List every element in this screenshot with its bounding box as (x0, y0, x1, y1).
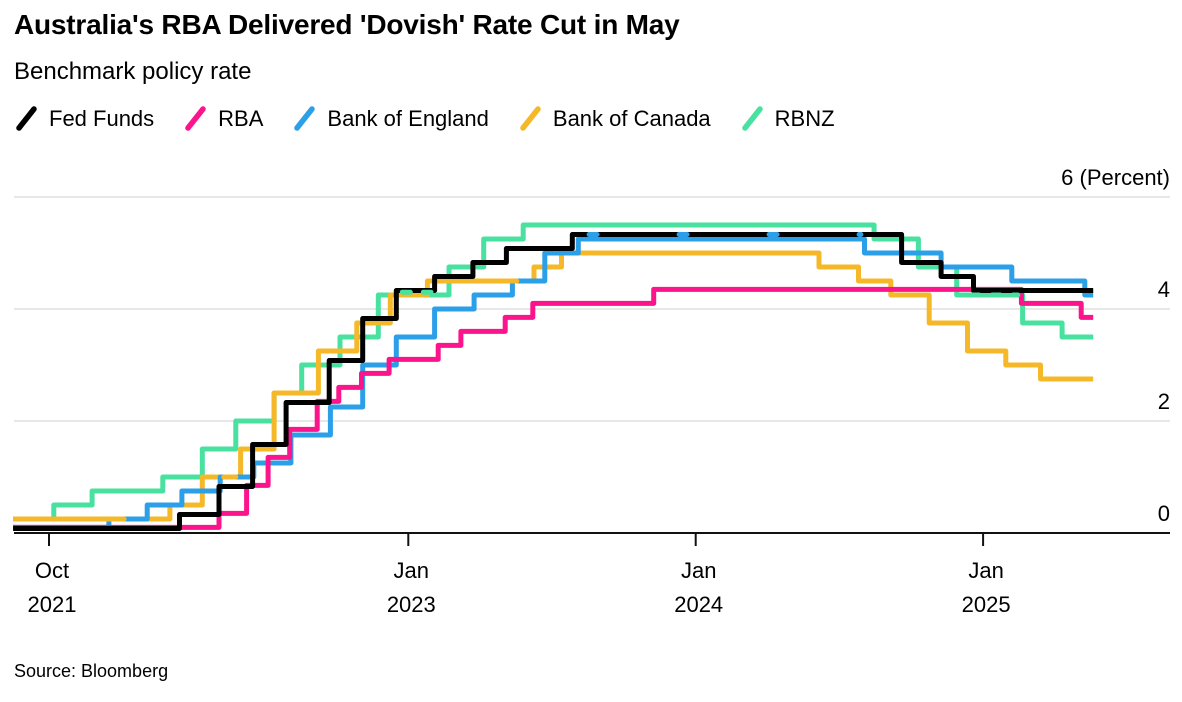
y-axis-label-4: 4 (1158, 277, 1170, 302)
x-axis-label-year: 2023 (387, 592, 436, 617)
x-axis-label-month: Jan (394, 558, 429, 583)
legend-item-bank-of-england: Bank of England (292, 105, 489, 132)
legend-swatch-icon-rbnz (741, 106, 763, 131)
chart-subtitle: Benchmark policy rate (14, 58, 252, 85)
legend-item-rba: RBA (183, 105, 263, 132)
legend: Fed Funds RBA Bank of England Bank of Canad… (14, 105, 835, 132)
series-line-bank-of-england (13, 236, 1094, 530)
legend-swatch-icon-bank-of-canada (520, 106, 541, 131)
x-axis-label-year: 2025 (962, 592, 1011, 617)
y-axis-label-2: 2 (1158, 389, 1170, 414)
y-axis-label-6: 6 (Percent) (1061, 165, 1170, 190)
series-line-rba (13, 286, 1094, 530)
source-note: Source: Bloomberg (14, 661, 169, 681)
x-axis-label-year: 2021 (28, 592, 77, 617)
legend-label: RBA (218, 105, 264, 131)
legend-swatch-icon-fed-funds (16, 106, 37, 131)
x-axis-label-month: Oct (35, 558, 69, 583)
x-axis-label-month: Jan (968, 558, 1003, 583)
x-axis-label-year: 2024 (674, 592, 723, 617)
legend-item-bank-of-canada: Bank of Canada (518, 105, 711, 132)
x-axis-label-month: Jan (681, 558, 716, 583)
legend-item-fed-funds: Fed Funds (14, 105, 154, 132)
y-axis-label-0: 0 (1158, 501, 1170, 526)
legend-label: RBNZ (774, 105, 835, 131)
legend-swatch-icon-bank-of-england (294, 106, 316, 131)
series-line-fed-funds (13, 232, 1094, 531)
legend-label: Fed Funds (49, 105, 155, 131)
legend-label: Bank of England (327, 105, 489, 131)
series-line-bank-of-canada (13, 250, 1094, 522)
legend-label: Bank of Canada (552, 105, 711, 131)
legend-swatch-icon-rba (185, 106, 206, 131)
legend-item-rbnz: RBNZ (740, 105, 835, 132)
chart-title: Australia's RBA Delivered 'Dovish' Rate … (14, 9, 680, 40)
